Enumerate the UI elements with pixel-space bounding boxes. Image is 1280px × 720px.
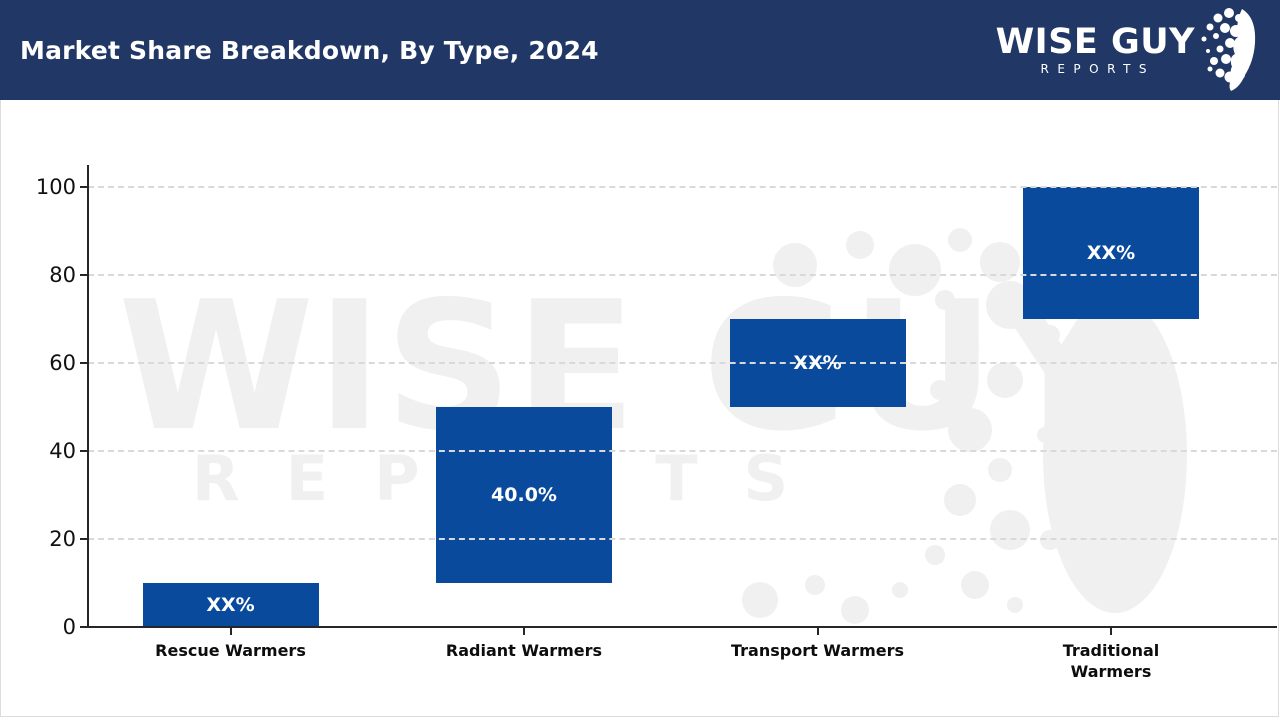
- y-tick: [80, 186, 88, 188]
- bar-value-label: XX%: [793, 352, 842, 374]
- bar-radiant-warmers: [436, 407, 612, 583]
- watermark-dotted-face-icon: [742, 215, 1187, 624]
- y-tick-label: 100: [35, 175, 76, 199]
- y-tick-label: 0: [62, 615, 76, 639]
- brand-logo-text: WISE GUY REPORTS: [996, 24, 1195, 76]
- gridline-100: [88, 186, 1277, 188]
- y-tick-label: 60: [49, 351, 76, 375]
- bar-traditional-warmers: [1023, 187, 1199, 319]
- x-tick: [816, 628, 819, 635]
- dotted-face-icon: [1201, 8, 1256, 91]
- x-axis-line: [87, 626, 1277, 628]
- gridline-60: [88, 362, 1277, 364]
- gridline-40: [88, 450, 1277, 452]
- header-bar: Market Share Breakdown, By Type, 2024 WI…: [0, 0, 1280, 100]
- chart-title: Market Share Breakdown, By Type, 2024: [20, 35, 599, 65]
- bar-value-label: XX%: [1086, 242, 1136, 264]
- bar-rescue-warmers: [142, 583, 319, 627]
- y-tick-label: 80: [49, 263, 76, 287]
- x-tick-label: Traditional Warmers: [1062, 641, 1160, 681]
- y-tick: [80, 626, 88, 628]
- y-tick: [80, 274, 88, 276]
- brand-name: WISE GUY: [995, 22, 1195, 62]
- x-tick-label: Transport Warmers: [730, 641, 904, 660]
- gridline-80: [88, 274, 1277, 276]
- x-tick: [1110, 628, 1112, 635]
- y-tick-label: 40: [49, 439, 76, 463]
- brand-logo: WISE GUY REPORTS: [996, 7, 1256, 93]
- y-tick: [80, 362, 88, 364]
- x-tick: [523, 628, 525, 635]
- bar-value-label: 40.0%: [491, 484, 557, 506]
- gridline-20: [88, 538, 1277, 540]
- brand-subname: REPORTS: [1040, 62, 1156, 76]
- y-axis-line: [87, 165, 89, 627]
- y-tick: [80, 538, 88, 540]
- x-tick-label: Radiant Warmers: [445, 641, 603, 660]
- y-tick: [80, 450, 88, 452]
- bar-value-label: XX%: [206, 594, 255, 616]
- x-tick-label: Rescue Warmers: [155, 641, 306, 660]
- x-tick: [229, 628, 232, 635]
- y-tick-label: 20: [49, 527, 76, 551]
